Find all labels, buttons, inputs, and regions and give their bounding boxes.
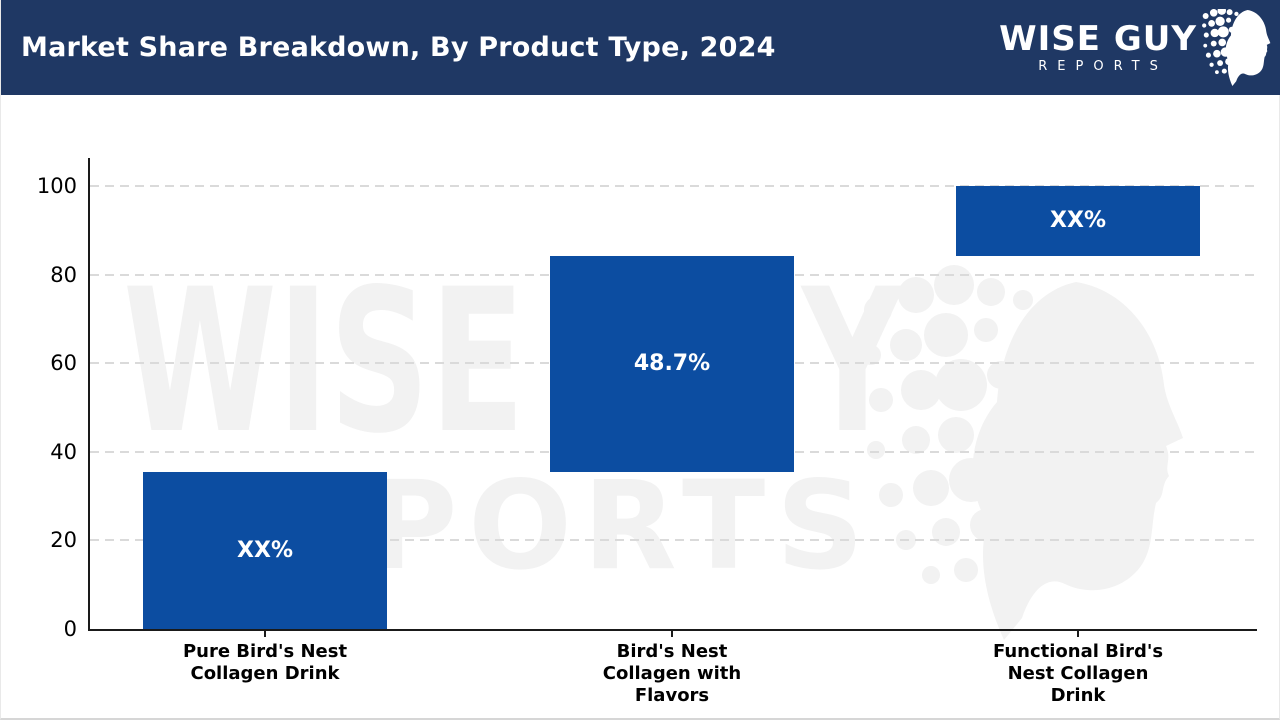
y-tick-label: 80 (50, 262, 77, 287)
brand-logo: WISE GUY REPORTS (999, 8, 1271, 87)
logo-face-icon (1202, 8, 1271, 86)
bar-segment: XX% (143, 471, 387, 629)
category-label: Pure Bird's Nest Collagen Drink (182, 641, 348, 684)
bar-value-label: XX% (1050, 208, 1106, 234)
bar-segment: XX% (956, 186, 1200, 256)
y-tick-label: 60 (50, 351, 77, 376)
category-label: Bird's Nest Collagen with Flavors (602, 641, 742, 706)
y-tick-label: 100 (36, 174, 77, 198)
gridline (90, 539, 1257, 542)
bar-value-label: XX% (237, 537, 293, 563)
x-tick (1077, 630, 1079, 637)
y-tick-label: 0 (63, 617, 77, 641)
x-tick (671, 630, 673, 637)
bar-value-label: 48.7% (633, 351, 711, 377)
gridline (90, 185, 1257, 187)
header-bar: Market Share Breakdown, By Product Type,… (1, 0, 1280, 95)
x-tick (264, 630, 266, 637)
brand-logo-text: WISE GUY REPORTS (999, 22, 1197, 73)
y-tick-label: 20 (50, 528, 77, 553)
y-tick-label: 40 (50, 439, 77, 464)
logo-wordmark: WISE GUY (999, 19, 1197, 59)
bar-segment: 48.7% (550, 255, 794, 472)
logo-subtext: REPORTS (1038, 59, 1168, 74)
y-axis (88, 158, 90, 631)
category-label: Functional Bird's Nest Collagen Drink (992, 641, 1164, 706)
chart-title: Market Share Breakdown, By Product Type,… (21, 32, 776, 63)
